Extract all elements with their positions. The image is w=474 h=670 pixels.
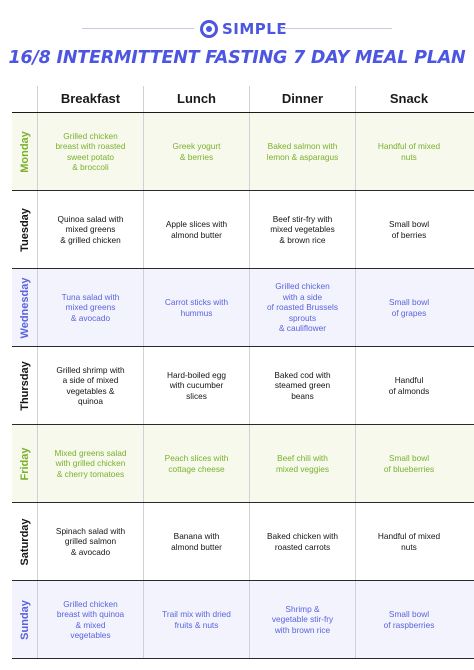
brand-logo: SIMPLE — [200, 17, 287, 41]
brand-header: SIMPLE — [0, 14, 474, 44]
divider — [82, 28, 194, 29]
meal-cell: Handful of mixed nuts — [377, 531, 441, 552]
meal-cell: Trail mix with dried fruits & nuts — [144, 581, 250, 658]
day-cell: Sunday — [12, 581, 38, 658]
table-row: Friday Mixed greens salad with grilled c… — [12, 425, 474, 503]
table-header-row: Breakfast Lunch Dinner Snack — [12, 86, 474, 113]
day-cell: Friday — [12, 425, 38, 502]
circle-logo-icon — [200, 20, 218, 38]
meal-cell: Small bowl of grapes — [388, 297, 430, 318]
meal-cell: Beef stir-fry with mixed vegetables & br… — [250, 191, 356, 268]
meal-cell: Handful of almonds — [388, 375, 430, 396]
day-cell: Wednesday — [12, 269, 38, 346]
day-label: Tuesday — [19, 208, 31, 252]
day-label: Friday — [19, 447, 31, 481]
meal-cell: Small bowl of blueberries — [383, 453, 435, 474]
day-cell: Tuesday — [12, 191, 38, 268]
meal-plan-table: Breakfast Lunch Dinner Snack Monday Gril… — [12, 86, 474, 659]
meal-cell: Grilled chicken with a side of roasted B… — [250, 269, 356, 346]
meal-cell: Grilled chicken breast with quinoa & mix… — [38, 581, 144, 658]
column-header: Snack — [389, 91, 429, 106]
meal-cell: Tuna salad with mixed greens & avocado — [38, 269, 144, 346]
meal-cell: Baked cod with steamed green beans — [250, 347, 356, 424]
meal-cell: Baked salmon with lemon & asparagus — [250, 113, 356, 190]
table-row: Wednesday Tuna salad with mixed greens &… — [12, 269, 474, 347]
meal-cell: Quinoa salad with mixed greens & grilled… — [38, 191, 144, 268]
meal-cell: Grilled chicken breast with roasted swee… — [38, 113, 144, 190]
table-row: Saturday Spinach salad with grilled salm… — [12, 503, 474, 581]
meal-cell: Beef chili with mixed veggies — [250, 425, 356, 502]
meal-cell: Grilled shrimp with a side of mixed vege… — [38, 347, 144, 424]
day-label: Thursday — [19, 361, 31, 411]
meal-cell: Handful of mixed nuts — [377, 141, 441, 162]
meal-cell: Small bowl of raspberries — [383, 609, 435, 630]
meal-cell: Banana with almond butter — [144, 503, 250, 580]
meal-cell: Baked chicken with roasted carrots — [250, 503, 356, 580]
meal-cell: Shrimp & vegetable stir-fry with brown r… — [250, 581, 356, 658]
corner-cell — [12, 86, 38, 112]
page-title: 16/8 INTERMITTENT FASTING 7 DAY MEAL PLA… — [8, 48, 466, 68]
meal-cell: Carrot sticks with hummus — [144, 269, 250, 346]
day-label: Wednesday — [19, 277, 31, 339]
day-label: Monday — [19, 131, 31, 173]
day-cell: Saturday — [12, 503, 38, 580]
column-header: Dinner — [250, 86, 356, 112]
table-row: Thursday Grilled shrimp with a side of m… — [12, 347, 474, 425]
day-label: Saturday — [19, 518, 31, 566]
column-header: Breakfast — [38, 86, 144, 112]
meal-cell: Apple slices with almond butter — [144, 191, 250, 268]
meal-cell: Mixed greens salad with grilled chicken … — [38, 425, 144, 502]
divider — [280, 28, 392, 29]
table-row: Monday Grilled chicken breast with roast… — [12, 113, 474, 191]
meal-cell: Hard-boiled egg with cucumber slices — [144, 347, 250, 424]
meal-cell: Small bowl of berries — [388, 219, 430, 240]
brand-name: SIMPLE — [222, 20, 288, 38]
day-cell: Thursday — [12, 347, 38, 424]
table-row: Sunday Grilled chicken breast with quino… — [12, 581, 474, 659]
meal-cell: Greek yogurt & berries — [144, 113, 250, 190]
meal-cell: Peach slices with cottage cheese — [144, 425, 250, 502]
meal-cell: Spinach salad with grilled salmon & avoc… — [38, 503, 144, 580]
day-label: Sunday — [19, 600, 31, 640]
table-row: Tuesday Quinoa salad with mixed greens &… — [12, 191, 474, 269]
day-cell: Monday — [12, 113, 38, 190]
column-header: Lunch — [144, 86, 250, 112]
